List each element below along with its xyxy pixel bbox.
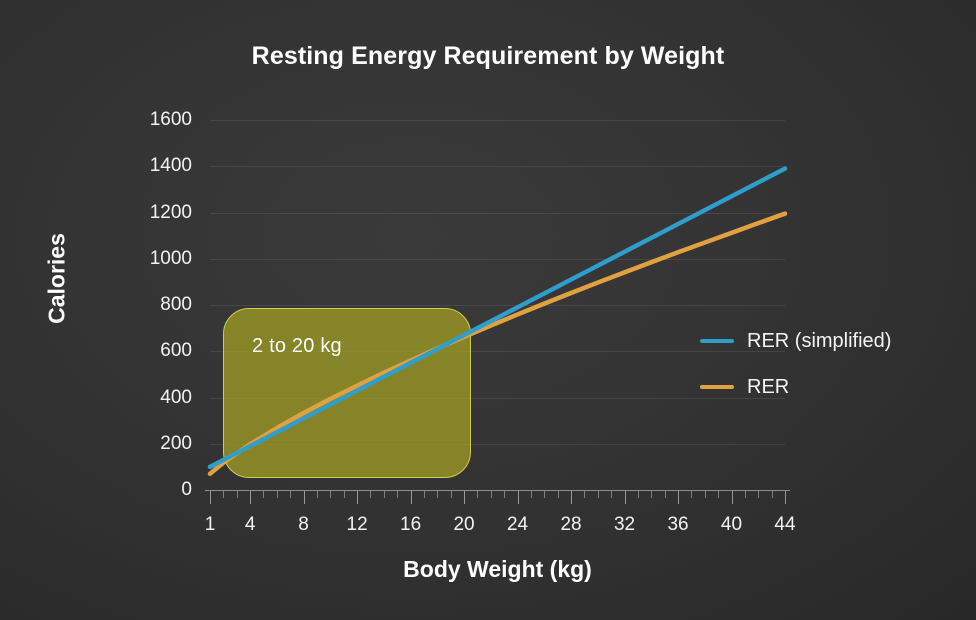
legend-color-swatch: [700, 385, 734, 389]
x-axis-minor-tick: [530, 491, 532, 498]
x-axis-tick-label: 44: [774, 514, 796, 535]
x-axis-minor-tick: [544, 491, 546, 498]
x-axis-minor-tick: [423, 491, 425, 498]
y-axis-tick-label: 200: [160, 432, 192, 454]
x-axis-minor-tick: [691, 491, 693, 498]
gridline-horizontal: [210, 305, 785, 306]
x-axis-title: Body Weight (kg): [403, 556, 592, 582]
x-axis-tick-label: 4: [244, 514, 256, 535]
y-axis-tick-label: 1000: [149, 247, 192, 269]
legend-item[interactable]: RER: [700, 364, 950, 410]
chart-legend: RER (simplified) RER: [700, 318, 950, 410]
gridline-horizontal: [210, 120, 785, 121]
x-axis-tick-label: 20: [453, 514, 475, 535]
x-axis-minor-tick: [477, 491, 479, 498]
x-axis-tick-label: 12: [346, 514, 368, 535]
x-axis-major-tick: [210, 491, 211, 504]
x-axis-minor-tick: [771, 491, 773, 498]
x-axis-minor-tick: [637, 491, 639, 498]
x-axis-minor-tick: [223, 491, 225, 498]
x-axis-minor-tick: [437, 491, 439, 498]
legend-label: RER (simplified): [747, 329, 892, 352]
x-axis-major-tick: [410, 491, 412, 504]
gridline-horizontal: [210, 258, 785, 260]
y-axis-tick-label: 1400: [149, 155, 192, 177]
x-axis-minor-tick: [744, 491, 746, 498]
gridline-horizontal: [210, 212, 785, 214]
x-axis-minor-tick: [704, 491, 706, 498]
y-axis-tick-label: 1200: [149, 201, 192, 223]
x-axis-major-tick: [357, 491, 359, 504]
x-axis-tick-label: 40: [720, 514, 743, 535]
x-axis-minor-tick: [343, 491, 345, 498]
y-axis-tick-label: 0: [181, 479, 192, 500]
highlight-region-label: 2 to 20 kg: [252, 335, 342, 357]
x-axis-major-tick: [250, 491, 252, 504]
x-axis-minor-tick: [651, 491, 653, 498]
x-axis-tick-label: 32: [613, 514, 636, 535]
x-axis-minor-tick: [450, 491, 452, 498]
gridline-horizontal: [210, 443, 785, 445]
x-axis-minor-tick: [557, 491, 559, 498]
x-axis-major-tick: [624, 491, 626, 504]
x-axis-major-tick: [571, 491, 573, 504]
plot-area: [210, 120, 785, 490]
x-axis-minor-tick: [758, 491, 760, 498]
y-axis-tick-label: 800: [160, 294, 192, 315]
x-axis-minor-tick: [236, 491, 238, 498]
x-axis-minor-tick: [263, 491, 265, 498]
gridline-horizontal: [210, 351, 785, 353]
x-axis-minor-tick: [290, 491, 292, 498]
gridline-horizontal: [210, 166, 785, 168]
x-axis-tick-label: 16: [400, 514, 422, 535]
x-axis-tick-label: 8: [298, 514, 309, 535]
series-line: [207, 211, 788, 477]
x-axis-line: [205, 490, 790, 491]
x-axis-tick-label: 28: [560, 514, 582, 535]
chart-title: Resting Energy Requirement by Weight: [251, 42, 725, 70]
x-axis-tick-label: 36: [667, 514, 689, 535]
x-axis-major-tick: [731, 491, 733, 504]
x-axis-minor-tick: [611, 491, 613, 498]
x-axis-minor-tick: [383, 491, 385, 498]
y-axis-tick-labels: 0 200 400 600 800 1000 1200 1400 1600: [120, 110, 192, 499]
x-axis-major-tick: [785, 491, 786, 504]
x-axis-minor-tick: [718, 491, 720, 498]
x-axis-minor-tick: [370, 491, 372, 498]
x-axis-minor-tick: [316, 491, 318, 498]
y-axis-tick-label: 1600: [149, 109, 192, 130]
x-axis-minor-tick: [584, 491, 586, 498]
x-axis-tick-label: 1: [204, 514, 216, 535]
x-axis-minor-tick: [504, 491, 506, 498]
series-line: [207, 166, 788, 470]
x-axis-minor-tick: [664, 491, 666, 498]
legend-label: RER: [747, 375, 790, 398]
x-axis-minor-tick: [490, 491, 492, 498]
x-axis-major-tick: [517, 491, 519, 504]
y-axis-tick-label: 600: [160, 340, 192, 362]
x-axis-major-tick: [464, 491, 466, 504]
x-axis-minor-tick: [597, 491, 599, 498]
x-axis-major-tick: [303, 491, 305, 504]
x-axis-minor-tick: [276, 491, 278, 498]
y-axis-tick-label: 400: [160, 386, 192, 408]
x-axis-minor-tick: [397, 491, 399, 498]
x-axis-minor-tick: [330, 491, 332, 498]
legend-item[interactable]: RER (simplified): [700, 318, 950, 364]
x-axis-major-tick: [678, 491, 680, 504]
gridline-horizontal: [210, 397, 785, 399]
legend-color-swatch: [700, 339, 734, 343]
x-axis-tick-label: 24: [506, 514, 529, 535]
